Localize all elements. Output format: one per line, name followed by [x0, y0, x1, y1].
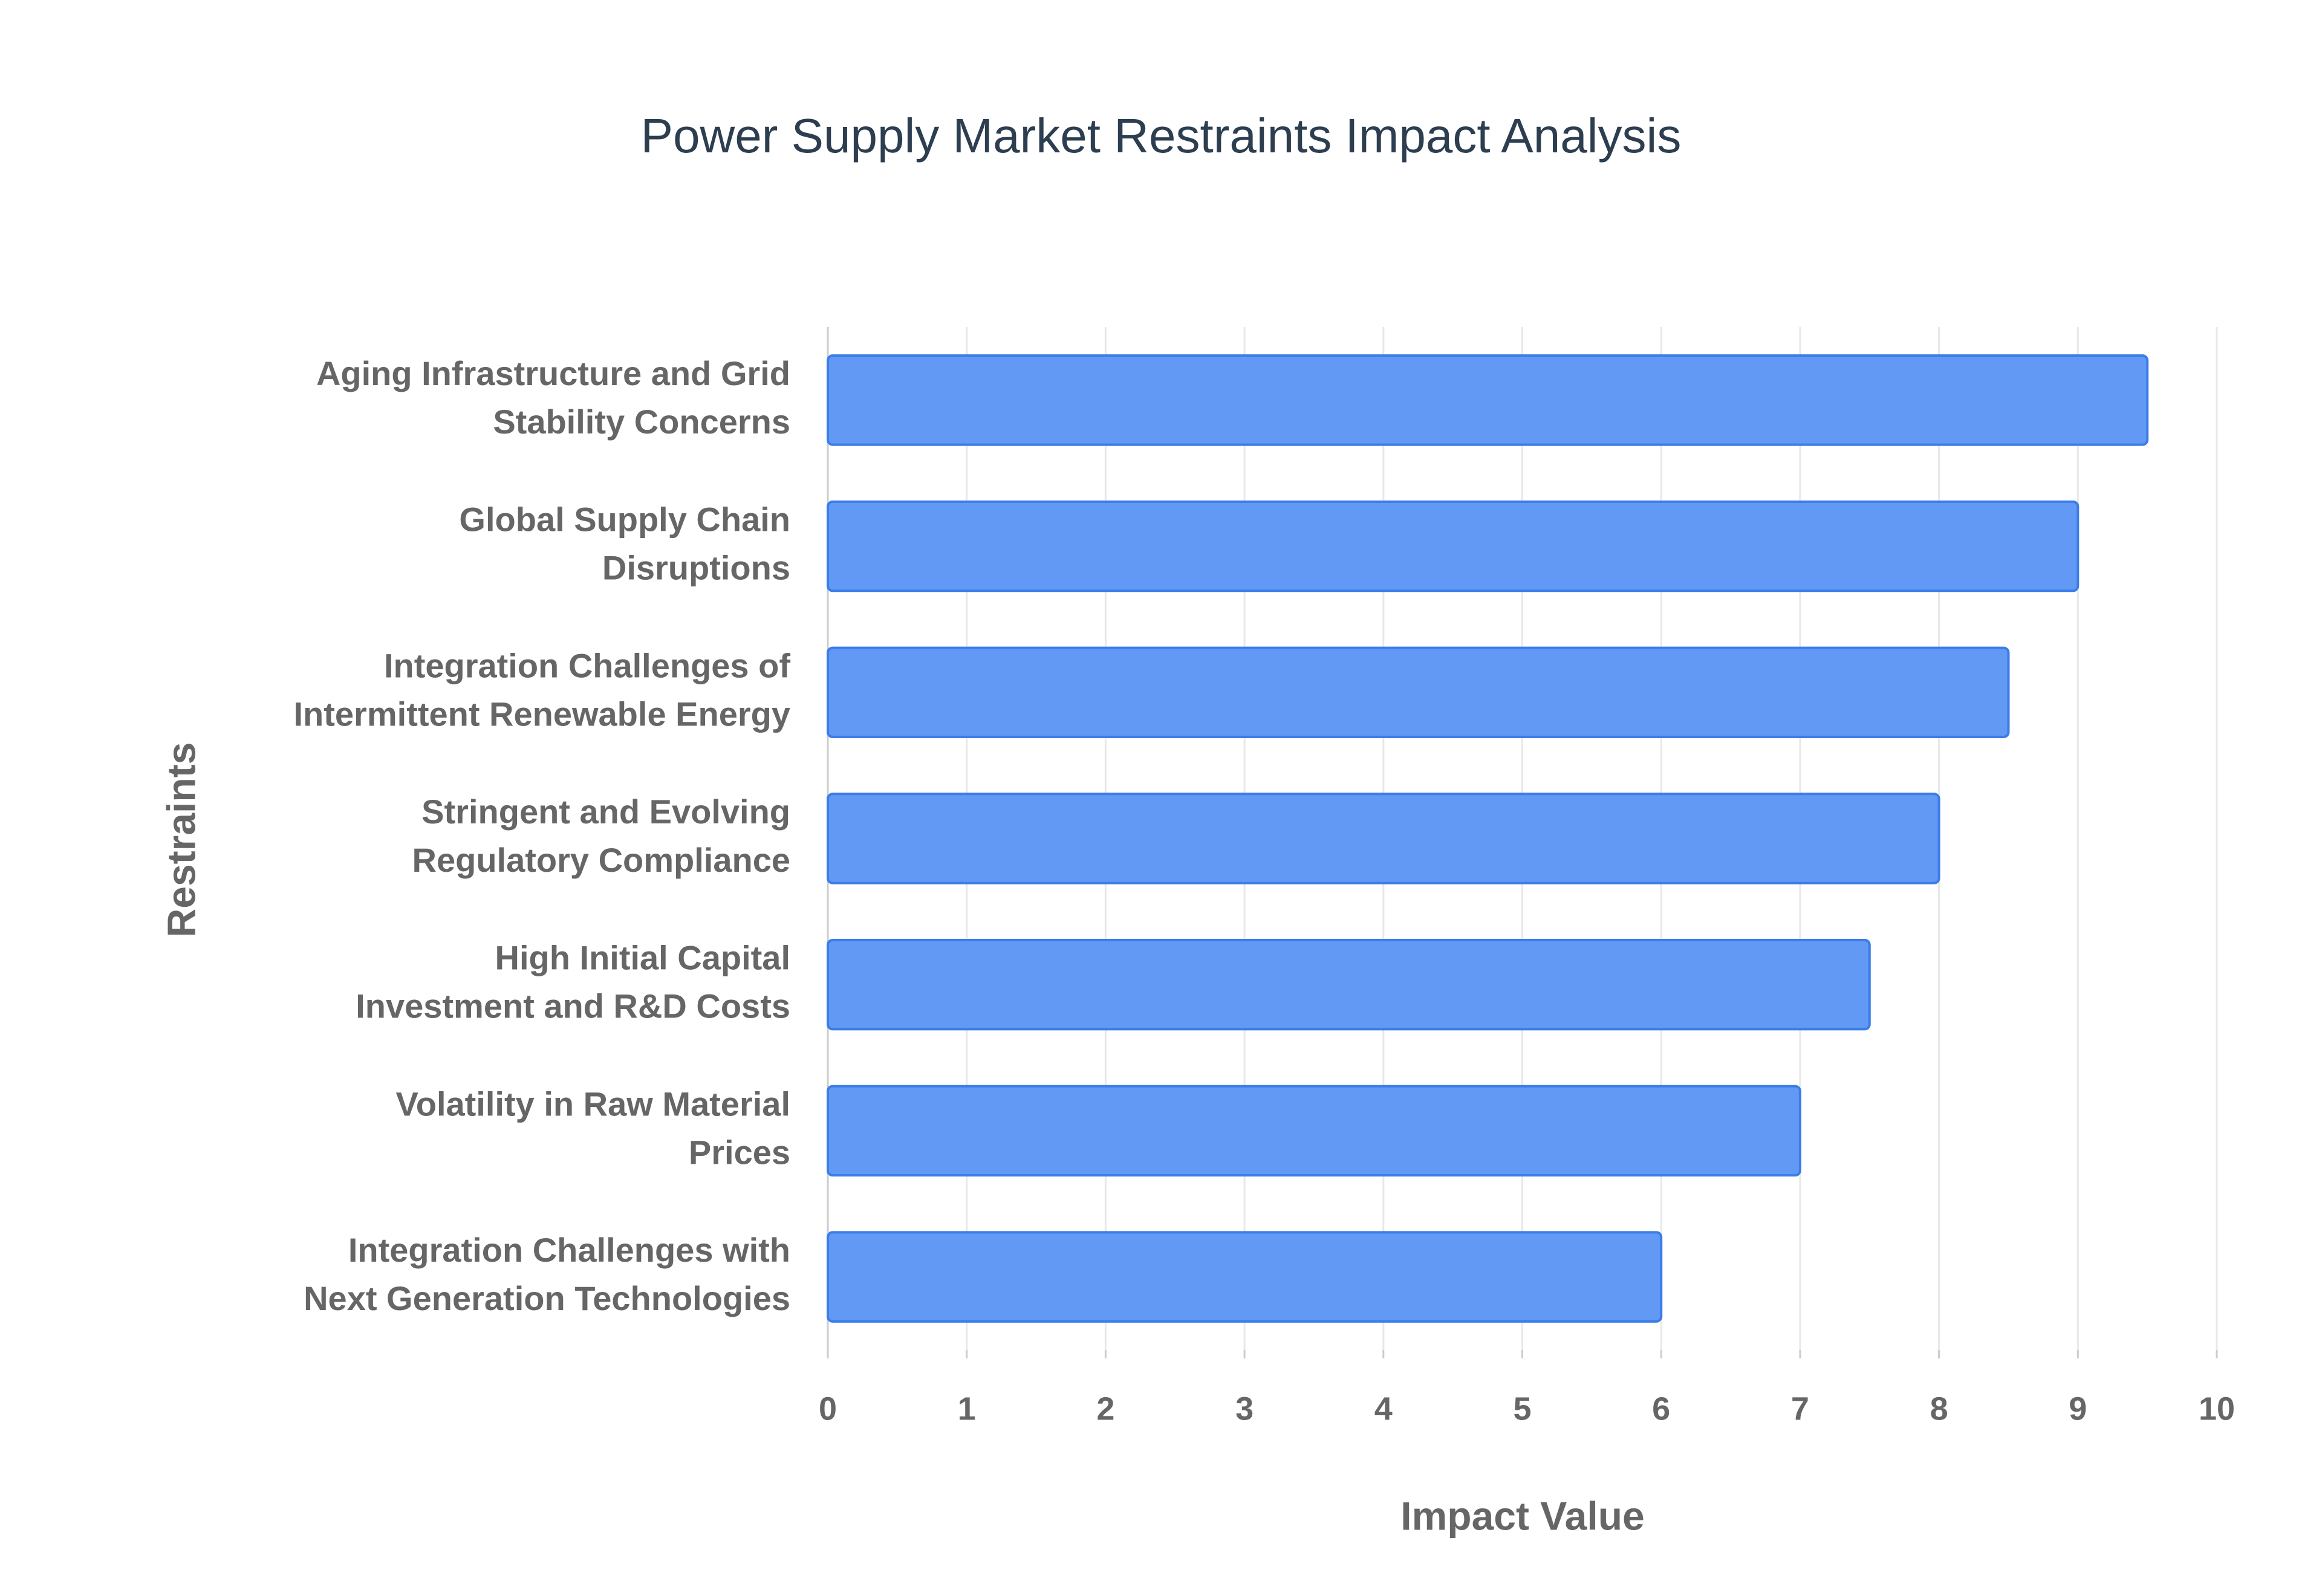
y-tick-label-line: High Initial Capital [495, 939, 790, 977]
y-tick-label-line: Disruptions [602, 548, 790, 586]
y-tick-label: Global Supply Chain Disruptions [459, 500, 790, 586]
chart-title: Power Supply Market Restraints Impact An… [641, 109, 1682, 163]
x-tick-label: 3 [1235, 1390, 1254, 1427]
y-tick-label-line: Aging Infrastructure and Grid [316, 354, 790, 392]
y-tick-label-line: Integration Challenges of [384, 646, 790, 684]
y-tick-label-line: Stringent and Evolving [421, 793, 790, 831]
y-tick-label-line: Next Generation Technologies [304, 1279, 790, 1317]
y-tick-label-line: Global Supply Chain [459, 500, 790, 538]
x-tick-label: 5 [1513, 1390, 1531, 1427]
bar [827, 646, 2010, 739]
y-tick-label: Stringent and Evolving Regulatory Complia… [412, 793, 790, 879]
x-tick-label: 6 [1652, 1390, 1670, 1427]
x-tick-label: 4 [1374, 1390, 1393, 1427]
y-tick-label-line: Integration Challenges with [348, 1231, 790, 1269]
x-tick-label: 8 [1930, 1390, 1948, 1427]
x-tick-label: 9 [2069, 1390, 2087, 1427]
bar [827, 500, 2080, 592]
y-tick-label: High Initial Capital Investment and R&D C… [356, 939, 790, 1025]
bar [827, 938, 1871, 1031]
y-tick-label: Integration Challenges with Next Generati… [304, 1231, 790, 1317]
bar [827, 793, 1940, 884]
bar [827, 1085, 1801, 1177]
y-tick-label-line: Prices [689, 1133, 790, 1171]
x-tick-label: 0 [819, 1390, 837, 1427]
y-axis-title: Restraints [158, 742, 203, 938]
y-tick-label-line: Investment and R&D Costs [356, 987, 790, 1025]
x-axis-title: Impact Value [1400, 1493, 1645, 1538]
y-tick-label: Volatility in Raw Material Prices [396, 1085, 790, 1171]
y-tick-label-line: Intermittent Renewable Energy [293, 695, 790, 733]
y-tick-label-line: Volatility in Raw Material [396, 1085, 790, 1123]
y-tick-label-line: Stability Concerns [493, 403, 790, 441]
x-tick-label: 7 [1791, 1390, 1809, 1427]
x-tick-label: 1 [958, 1390, 976, 1427]
x-tick-label: 2 [1096, 1390, 1114, 1427]
bar [827, 1231, 1663, 1323]
bar [827, 354, 2149, 446]
x-tick-label: 10 [2199, 1390, 2235, 1427]
y-tick-label: Aging Infrastructure and Grid Stability C… [316, 354, 790, 441]
y-tick-label: Integration Challenges of Intermittent Re… [293, 646, 790, 733]
y-tick-label-line: Regulatory Compliance [412, 841, 790, 879]
